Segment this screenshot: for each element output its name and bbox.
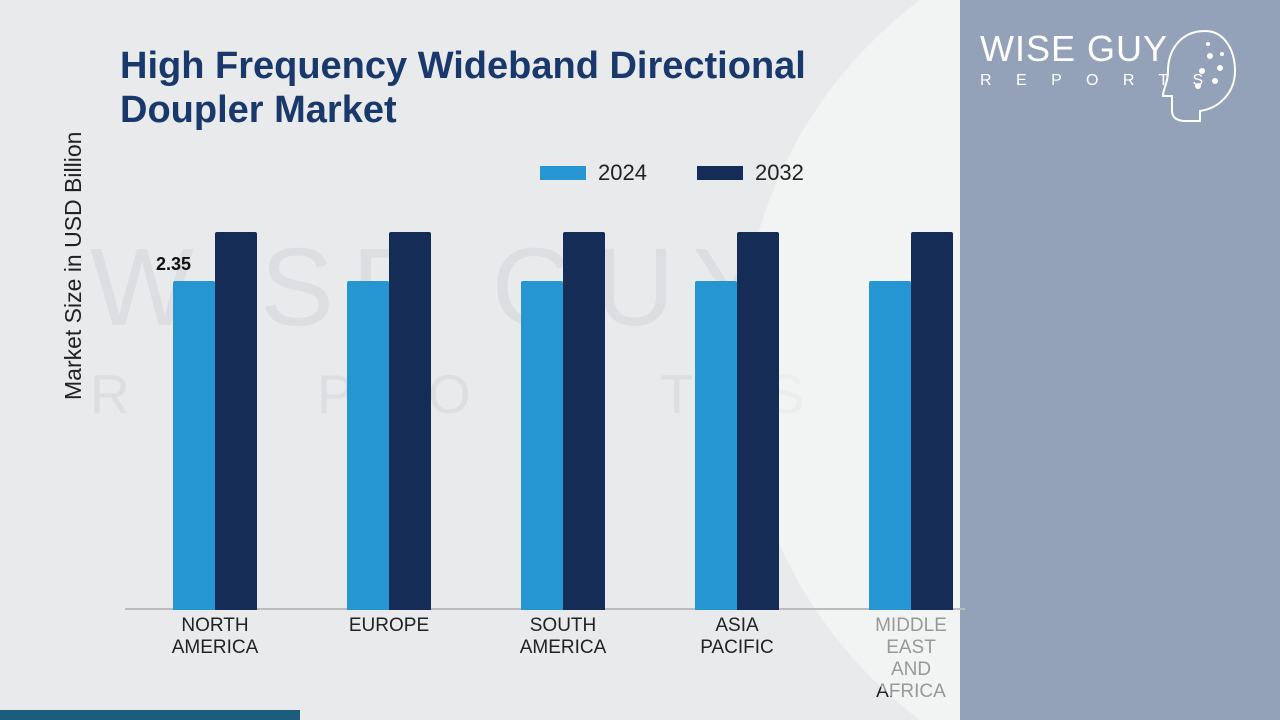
brand-word-b: GUY: [1087, 28, 1168, 69]
legend: 2024 2032: [540, 160, 804, 186]
bar: [869, 281, 911, 610]
bar-chart: 2.35: [125, 190, 965, 610]
bar: [695, 281, 737, 610]
brand-name: WISE GUY: [980, 28, 1240, 70]
brand-word-a: WISE: [980, 28, 1076, 69]
bar-group: [329, 232, 449, 610]
bar: [173, 281, 215, 610]
legend-item: 2032: [697, 160, 804, 186]
legend-item: 2024: [540, 160, 647, 186]
legend-swatch: [697, 166, 743, 180]
brand-subtitle: R E P O R T S: [980, 72, 1240, 90]
legend-label: 2032: [755, 160, 804, 186]
brand-logo: WISE GUY R E P O R T S: [980, 28, 1240, 90]
bar: [521, 281, 563, 610]
bar-group: [503, 232, 623, 610]
content-area: High Frequency Wideband Directional Doup…: [25, 10, 955, 710]
bar: [389, 232, 431, 610]
bar: [347, 281, 389, 610]
bar: [563, 232, 605, 610]
bar: [737, 232, 779, 610]
bar: [215, 232, 257, 610]
legend-swatch: [540, 166, 586, 180]
bar-group: [155, 232, 275, 610]
page-title: High Frequency Wideband Directional Doup…: [120, 45, 840, 132]
y-axis-label: Market Size in USD Billion: [60, 132, 87, 400]
bottom-accent-bar: [0, 710, 300, 720]
legend-label: 2024: [598, 160, 647, 186]
bar-group: [677, 232, 797, 610]
bar-group: [851, 232, 971, 610]
bar: [911, 232, 953, 610]
page-root: WISE GUY R E P O R T S High Frequency Wi…: [0, 0, 1280, 720]
